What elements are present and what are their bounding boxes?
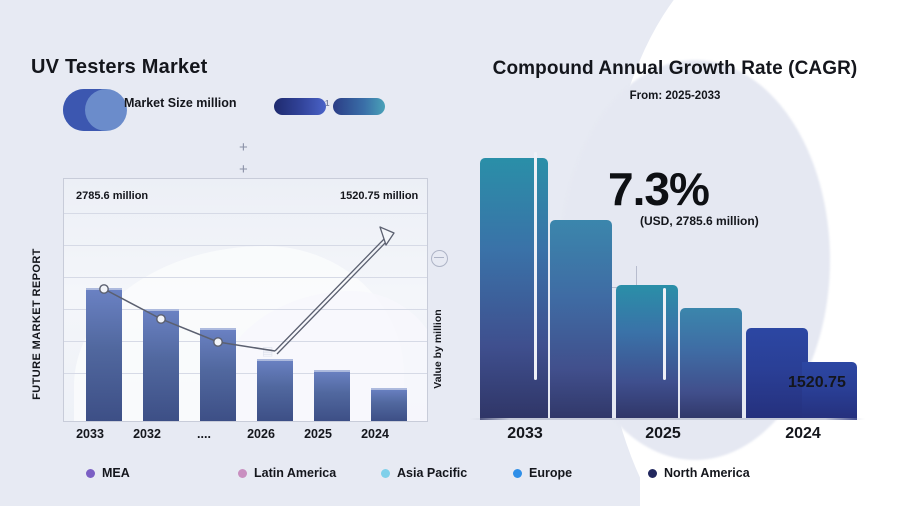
legend-pill-primary: [274, 98, 326, 115]
page-title: UV Testers Market: [31, 56, 208, 78]
legend-label: North America: [664, 466, 750, 480]
watermark-icon-1: ▤: [262, 344, 274, 358]
cagr-title: Compound Annual Growth Rate (CAGR): [492, 58, 858, 79]
legend-dot-icon: [381, 468, 390, 478]
gridline: [64, 277, 427, 278]
legend-item-europe[interactable]: Europe: [513, 466, 572, 480]
legend-label: MEA: [102, 466, 130, 480]
left-bar-chart: ▤ ▣: [63, 178, 428, 422]
bracket-decoration-stem: [636, 266, 638, 287]
legend-item-north-america[interactable]: North America: [648, 466, 750, 480]
gridline: [64, 341, 427, 342]
cylinder-icon: [63, 89, 127, 131]
right-x-label-2024: 2024: [785, 425, 821, 442]
bar-2033-low: [550, 220, 612, 420]
right-chart-y-axis-label: Value by million: [432, 309, 444, 389]
bar-2032: [143, 309, 179, 421]
minus-circle-icon: [431, 250, 448, 267]
callout-value-1520: 1520.75: [788, 374, 846, 391]
x-label-2026: 2026: [247, 427, 275, 441]
legend-label: Asia Pacific: [397, 466, 468, 480]
legend-item-latin-america[interactable]: Latin America: [238, 466, 336, 480]
bar-2033-high: [480, 158, 548, 420]
cagr-usd-note: (USD, 2785.6 million): [640, 214, 759, 228]
x-label-2025: 2025: [304, 427, 332, 441]
x-label-2024: 2024: [361, 427, 389, 441]
gridline: [64, 309, 427, 310]
gridline: [64, 213, 427, 214]
right-x-label-2025: 2025: [645, 425, 681, 442]
trend-line-overlay: [99, 226, 395, 355]
legend-pill-secondary: [333, 98, 385, 115]
bar-2025-low: [680, 308, 742, 420]
x-label-dots: ....: [197, 427, 211, 441]
plus-icon-bottom: +: [239, 161, 248, 178]
plus-icon-top: +: [239, 139, 248, 156]
gridline: [64, 245, 427, 246]
legend-dot-icon: [513, 468, 522, 478]
gridline: [64, 373, 427, 374]
x-label-2032: 2032: [133, 427, 161, 441]
legend-label: Latin America: [254, 466, 337, 480]
left-chart-end-value: 1520.75 million: [340, 190, 419, 202]
right-bar-chart: [470, 140, 870, 420]
left-chart-y-axis-label: FUTURE MARKET REPORT: [31, 248, 43, 400]
legend-label: Europe: [529, 466, 573, 480]
legend-item-asia-pacific[interactable]: Asia Pacific: [381, 466, 467, 480]
bar-2025: [314, 370, 350, 421]
cagr-subtitle: From: 2025-2033: [629, 90, 721, 102]
legend-dot-icon: [648, 468, 657, 478]
left-chart-start-value: 2785.6 million: [76, 190, 149, 202]
right-chart-baseline: [470, 418, 865, 420]
market-size-legend-label: Market Size million: [124, 96, 237, 110]
cagr-percentage: 7.3%: [608, 163, 710, 215]
bar-notch-1: [534, 152, 537, 380]
legend-dot-icon: [86, 468, 95, 478]
bar-notch-2: [663, 288, 666, 380]
region-legend: MEA Latin America Asia Pacific Europe No…: [86, 466, 786, 486]
x-label-2033: 2033: [76, 427, 104, 441]
bar-2024: [371, 388, 407, 421]
legend-dot-icon: [238, 468, 247, 478]
legend-item-mea[interactable]: MEA: [86, 466, 130, 480]
bar-2026: [257, 359, 293, 421]
bar-2024-high: [746, 328, 808, 420]
bar-2025-high: [616, 285, 678, 420]
legend-pill-separator: 1: [325, 99, 330, 108]
bar-2033: [86, 288, 122, 421]
right-x-label-2033: 2033: [507, 425, 543, 442]
bar-2024-low: [802, 362, 857, 420]
